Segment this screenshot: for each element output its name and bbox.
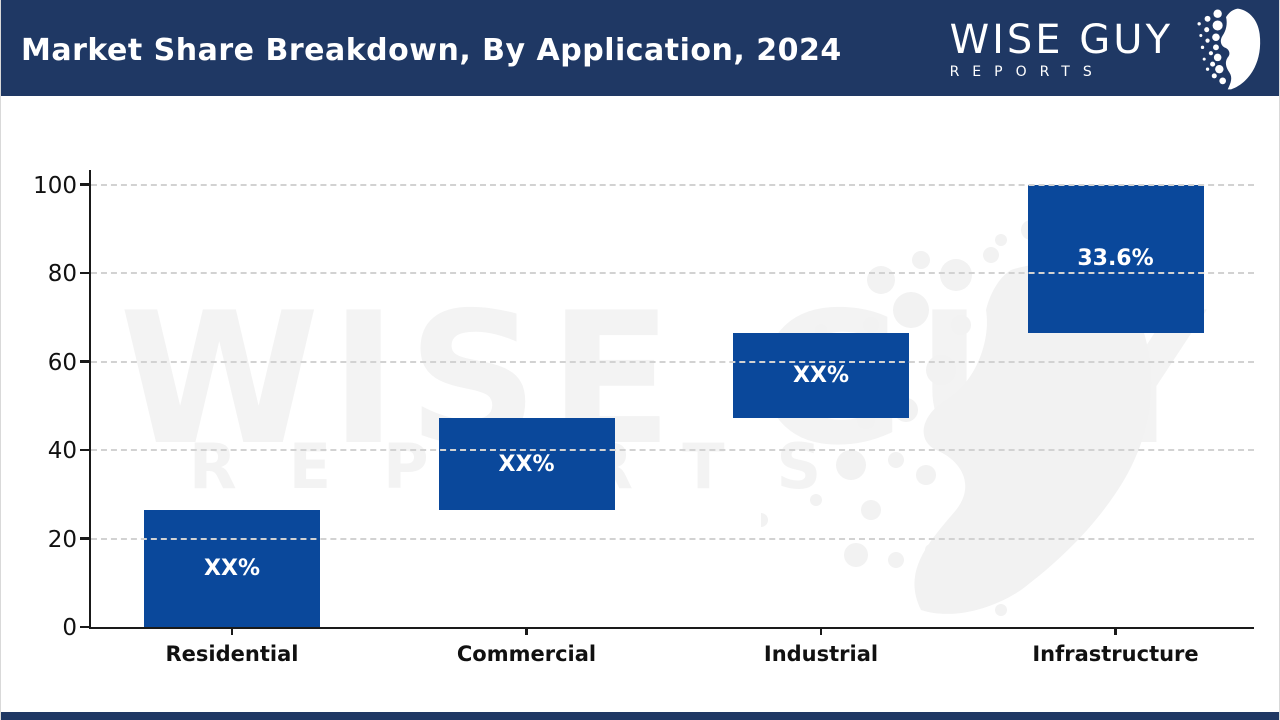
y-tick: [80, 183, 89, 186]
x-tick: [819, 627, 823, 635]
bar-value-label: XX%: [498, 451, 555, 477]
y-tick: [80, 271, 89, 275]
logo-wiseguy-text: WISE GUY: [949, 17, 1173, 63]
plot-area: XX% Residential XX% Commercial XX% Industrial…: [33, 170, 1254, 666]
bar-value-label: XX%: [793, 363, 849, 389]
bar-value-label: XX%: [204, 556, 260, 582]
wiseguy-logo: WISE GUY REPORTS: [950, 6, 1263, 92]
header-bar: Market Share Breakdown, By Application, …: [1, 0, 1279, 96]
x-tick: [525, 627, 528, 635]
y-tick: [80, 625, 89, 629]
gridline-80: [91, 272, 1254, 275]
x-axis-label-residential: Residential: [165, 642, 299, 666]
y-tick-label-80: 80: [47, 261, 77, 288]
x-tick: [230, 627, 234, 635]
logo-reports-text: REPORTS: [949, 64, 1105, 80]
bar-commercial: XX%: [438, 418, 615, 511]
y-tick-label-60: 60: [47, 349, 77, 376]
y-tick-label-100: 100: [33, 172, 77, 199]
y-tick-label-20: 20: [47, 526, 77, 553]
gridline-100: [91, 183, 1254, 186]
bar-residential: XX%: [144, 510, 320, 627]
x-axis-label-industrial: Industrial: [763, 642, 879, 666]
y-tick: [80, 360, 89, 363]
chart-title: Market Share Breakdown, By Application, …: [21, 33, 842, 68]
gridline-40: [91, 449, 1254, 452]
gridline-20: [91, 537, 1254, 540]
x-axis-label-infrastructure: Infrastructure: [1032, 642, 1199, 666]
logo-text: WISE GUY REPORTS: [950, 18, 1173, 80]
x-axis-label-commercial: Commercial: [456, 642, 597, 666]
gridline-60: [91, 360, 1254, 363]
y-tick-label-40: 40: [47, 438, 77, 465]
logo-face-icon: [1197, 8, 1261, 90]
bar-infrastructure: 33.6%: [1027, 184, 1204, 334]
bar-value-label: 33.6%: [1077, 246, 1154, 272]
y-tick: [80, 448, 89, 452]
x-tick: [1114, 627, 1117, 635]
footer-bar: [1, 712, 1279, 720]
y-tick-label-0: 0: [62, 615, 77, 641]
bar-industrial: XX%: [733, 333, 909, 419]
y-tick: [80, 537, 89, 540]
